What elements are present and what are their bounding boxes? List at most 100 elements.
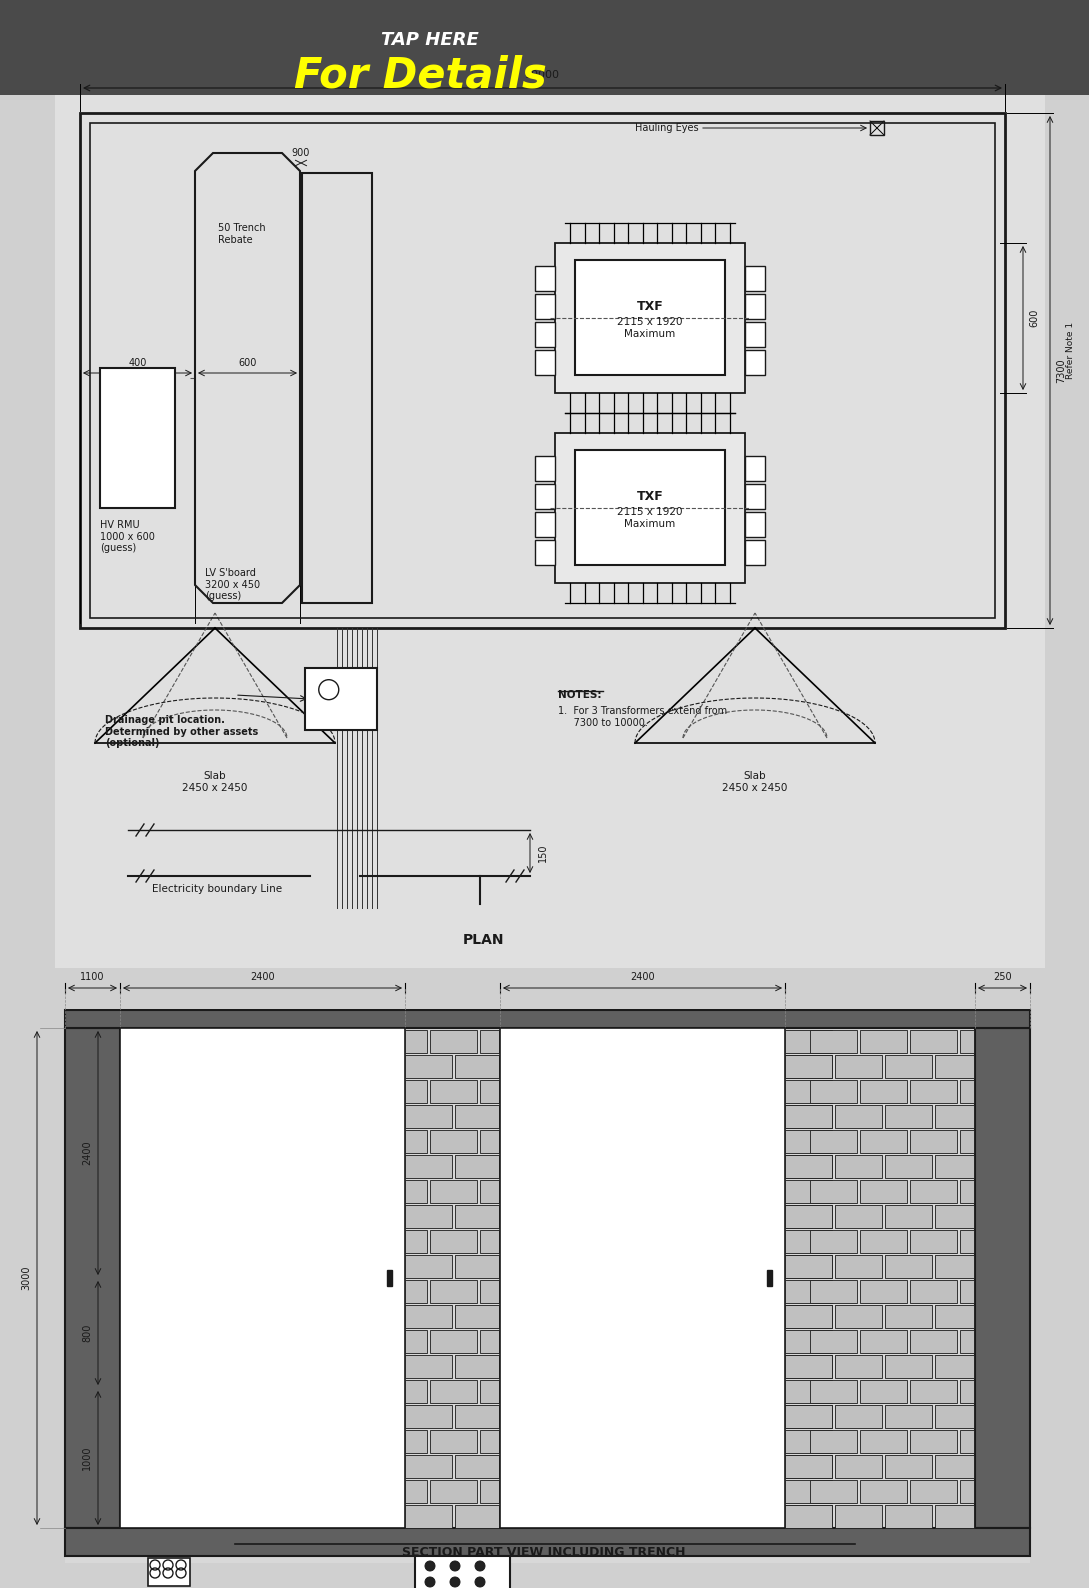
- Bar: [935, 1405, 974, 1428]
- Bar: [835, 1405, 882, 1428]
- Text: TXF: TXF: [637, 300, 663, 313]
- Text: SECTION PART VIEW INCLUDING TRENCH: SECTION PART VIEW INCLUDING TRENCH: [402, 1547, 686, 1559]
- Bar: [455, 1305, 499, 1328]
- Text: 1000: 1000: [82, 1445, 91, 1470]
- Bar: [785, 1205, 832, 1228]
- Bar: [480, 1131, 499, 1153]
- Bar: [480, 1380, 499, 1404]
- Bar: [975, 1027, 1030, 1528]
- Bar: [785, 1105, 832, 1127]
- Bar: [885, 1255, 932, 1278]
- Bar: [910, 1331, 957, 1353]
- Bar: [430, 1131, 477, 1153]
- Bar: [90, 122, 995, 618]
- Bar: [56, 95, 1045, 969]
- Bar: [405, 1180, 427, 1204]
- Bar: [860, 1031, 907, 1053]
- Bar: [65, 1027, 120, 1528]
- Bar: [785, 1080, 832, 1104]
- Bar: [935, 1105, 974, 1127]
- Bar: [0, 0, 1089, 95]
- Bar: [785, 1355, 832, 1378]
- Bar: [860, 1280, 907, 1304]
- Bar: [935, 1205, 974, 1228]
- Circle shape: [425, 1561, 435, 1571]
- Bar: [810, 1431, 857, 1453]
- Bar: [455, 1405, 499, 1428]
- Bar: [405, 1480, 427, 1502]
- Text: 3000: 3000: [21, 1266, 30, 1289]
- Bar: [65, 1010, 1030, 1027]
- Text: HV RMU
1000 x 600
(guess): HV RMU 1000 x 600 (guess): [100, 519, 155, 553]
- Bar: [960, 1431, 974, 1453]
- Bar: [387, 1270, 392, 1286]
- Bar: [885, 1305, 932, 1328]
- Bar: [555, 243, 745, 392]
- Text: LV S'board
3200 x 450
(guess): LV S'board 3200 x 450 (guess): [205, 569, 260, 602]
- Circle shape: [450, 1577, 460, 1586]
- Bar: [910, 1031, 957, 1053]
- Text: Maximum: Maximum: [624, 519, 675, 529]
- Bar: [785, 1331, 832, 1353]
- Bar: [480, 1331, 499, 1353]
- Bar: [785, 1105, 832, 1127]
- Bar: [79, 113, 1005, 627]
- Bar: [785, 1405, 832, 1428]
- Text: PLAN: PLAN: [463, 934, 504, 946]
- Bar: [810, 1080, 857, 1104]
- Bar: [405, 1280, 427, 1304]
- Bar: [120, 1027, 405, 1528]
- Bar: [910, 1231, 957, 1253]
- Bar: [785, 1355, 832, 1378]
- Bar: [810, 1231, 857, 1253]
- Bar: [65, 1008, 1030, 1563]
- Bar: [935, 1255, 974, 1278]
- Bar: [455, 1154, 499, 1178]
- Bar: [835, 1505, 882, 1528]
- Bar: [810, 1480, 857, 1502]
- Bar: [935, 1054, 974, 1078]
- Bar: [555, 434, 745, 583]
- Bar: [785, 1455, 832, 1478]
- Bar: [935, 1355, 974, 1378]
- Bar: [405, 1431, 427, 1453]
- Bar: [767, 1270, 772, 1286]
- Bar: [745, 540, 764, 565]
- Bar: [835, 1355, 882, 1378]
- Bar: [860, 1180, 907, 1204]
- Text: 2400: 2400: [631, 972, 654, 981]
- Bar: [960, 1180, 974, 1204]
- Text: 250: 250: [993, 972, 1013, 981]
- Bar: [910, 1080, 957, 1104]
- Circle shape: [475, 1561, 485, 1571]
- Bar: [935, 1505, 974, 1528]
- Bar: [835, 1054, 882, 1078]
- Bar: [960, 1331, 974, 1353]
- Bar: [885, 1505, 932, 1528]
- Bar: [480, 1280, 499, 1304]
- Bar: [910, 1380, 957, 1404]
- Bar: [302, 173, 372, 603]
- Bar: [960, 1031, 974, 1053]
- Bar: [785, 1255, 832, 1278]
- Bar: [935, 1305, 974, 1328]
- Text: 150: 150: [538, 843, 548, 862]
- Bar: [745, 267, 764, 291]
- Bar: [785, 1405, 832, 1428]
- Text: 1100: 1100: [81, 972, 105, 981]
- Bar: [535, 540, 555, 565]
- Bar: [910, 1180, 957, 1204]
- Bar: [810, 1031, 857, 1053]
- Text: TAP HERE: TAP HERE: [381, 32, 479, 49]
- Bar: [810, 1131, 857, 1153]
- Bar: [960, 1480, 974, 1502]
- Text: 800: 800: [82, 1324, 91, 1342]
- Bar: [535, 456, 555, 481]
- Bar: [405, 1154, 452, 1178]
- Bar: [405, 1405, 452, 1428]
- Bar: [785, 1031, 832, 1053]
- Bar: [810, 1180, 857, 1204]
- Bar: [405, 1105, 452, 1127]
- Bar: [455, 1455, 499, 1478]
- Bar: [405, 1080, 427, 1104]
